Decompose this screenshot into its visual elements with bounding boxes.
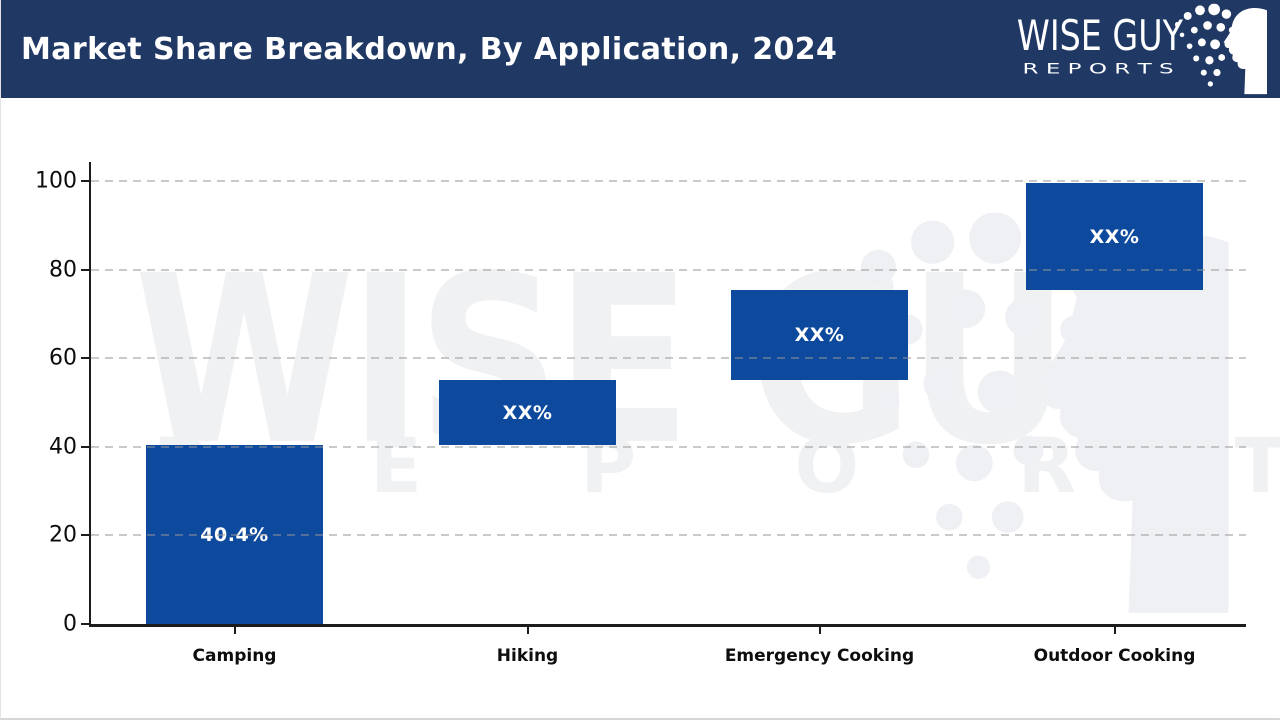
y-tick-mark	[81, 623, 89, 625]
x-tick-label-hiking: Hiking	[496, 646, 559, 666]
x-tick-mark	[818, 627, 821, 634]
y-tick-label: 80	[49, 257, 77, 283]
y-tick-mark	[81, 357, 89, 360]
page-title: Market Share Breakdown, By Application, …	[21, 31, 838, 67]
bar-value-label: XX%	[1089, 225, 1140, 248]
wise-guy-logo-icon: WISE GUY R E P O R T S	[1017, 3, 1267, 95]
y-tick-label: 20	[49, 522, 77, 548]
gridline-y100	[91, 180, 1246, 183]
gridline-y80	[91, 268, 1246, 271]
gridline-y60	[91, 357, 1246, 360]
logo-wordmark-line1: WISE GUY	[1017, 11, 1184, 60]
gridline-y40	[91, 445, 1246, 448]
y-tick-mark	[81, 180, 89, 183]
brand-logo: WISE GUY R E P O R T S	[1015, 1, 1267, 97]
y-tick-mark	[81, 445, 89, 448]
bar-emergency-cooking: XX%	[731, 290, 908, 380]
bar-value-label: XX%	[794, 324, 845, 347]
x-tick-mark	[526, 627, 529, 634]
bar-outdoor-cooking: XX%	[1026, 183, 1203, 291]
y-tick-mark	[81, 268, 89, 271]
bar-value-label: XX%	[502, 401, 553, 424]
y-tick-label: 40	[49, 434, 77, 460]
app-header: Market Share Breakdown, By Application, …	[1, 0, 1280, 98]
x-tick-label-outdoor-cooking: Outdoor Cooking	[1033, 646, 1196, 666]
y-tick-label: 0	[63, 611, 77, 637]
gridline-y20	[91, 534, 1246, 537]
x-tick-label-emergency-cooking: Emergency Cooking	[724, 646, 915, 666]
y-tick-mark	[81, 534, 89, 537]
x-tick-label-camping: Camping	[192, 646, 277, 666]
bar-hiking: XX%	[439, 380, 616, 446]
y-tick-label: 60	[49, 345, 77, 371]
y-tick-label: 100	[35, 168, 77, 194]
logo-wordmark-line2: R E P O R T S	[1023, 62, 1174, 78]
x-tick-mark	[233, 627, 236, 634]
logo-face-dots-icon	[1174, 3, 1267, 95]
x-tick-mark	[1113, 627, 1116, 634]
plot-area: 0 20 40 60 80 100 40.4% Camping XX% Hiking XX% Emer…	[35, 162, 1246, 666]
chart-canvas: WISE GUY R E P O R T S 02040608010040.4%…	[1, 98, 1280, 718]
